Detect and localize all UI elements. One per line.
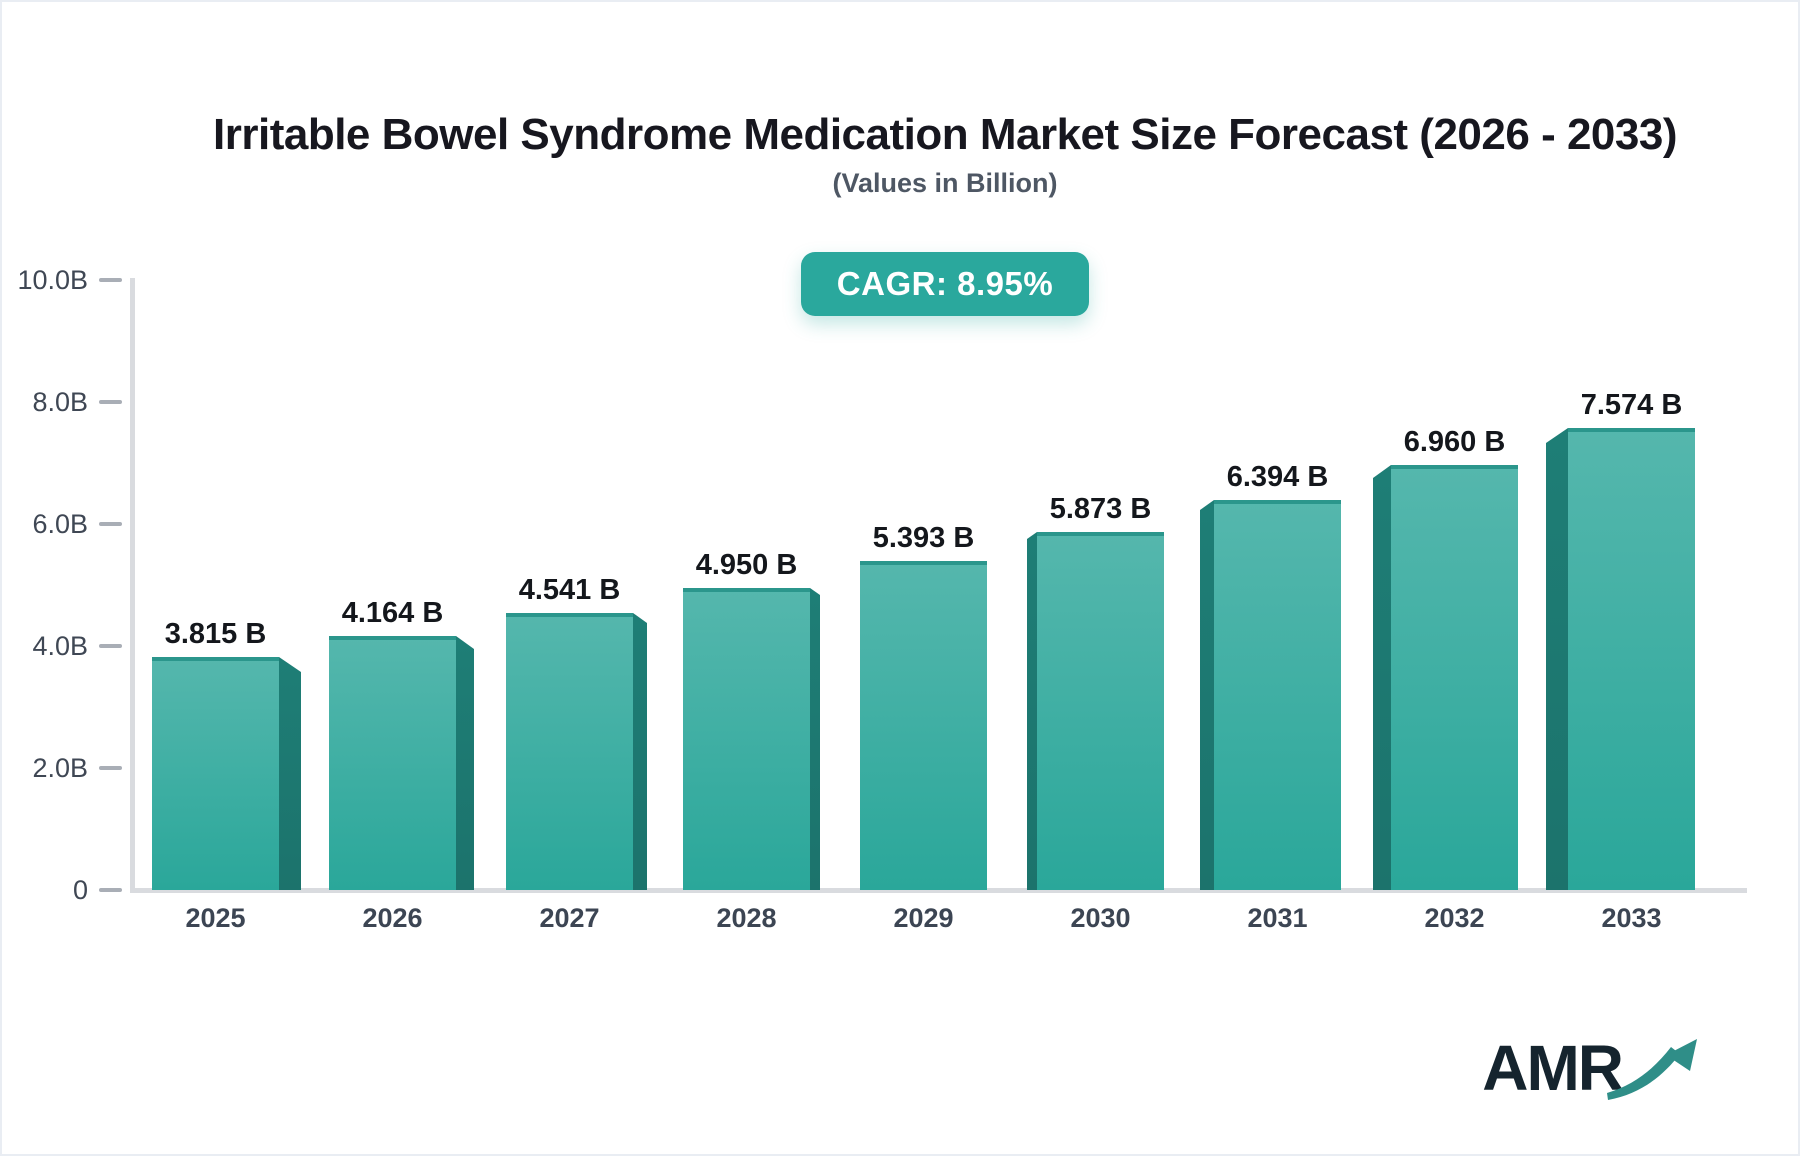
bar-value-label: 3.815 B xyxy=(165,618,267,650)
bar-front-face xyxy=(506,613,633,890)
bar-side-face xyxy=(456,636,474,890)
bar-2027: 4.541 B 2027 xyxy=(506,574,647,933)
y-tick-label: 8.0B xyxy=(32,387,88,417)
y-tick-dash xyxy=(99,644,122,648)
y-tick-label: 0 xyxy=(73,875,88,905)
chart-subtitle: (Values in Billion) xyxy=(832,168,1058,198)
bar-2030: 5.873 B 2030 xyxy=(1027,493,1164,933)
x-axis-year-label: 2032 xyxy=(1424,903,1484,933)
bar-2028: 4.950 B 2028 xyxy=(683,549,820,933)
bar-top-edge xyxy=(860,561,987,565)
logo-arrow-icon xyxy=(1607,1039,1697,1100)
y-tick-dash xyxy=(99,888,122,892)
bar-side-face xyxy=(1546,428,1568,890)
bar-value-label: 4.950 B xyxy=(696,549,798,581)
bar-side-face xyxy=(1027,532,1037,890)
y-tick-dash xyxy=(99,522,122,526)
x-axis-year-label: 2033 xyxy=(1601,903,1661,933)
bar-front-face xyxy=(860,561,987,890)
bar-front-face xyxy=(152,657,279,890)
bar-top-edge xyxy=(1391,465,1518,469)
bar-side-face xyxy=(810,588,820,890)
bar-value-label: 5.873 B xyxy=(1050,493,1152,525)
x-axis-year-label: 2025 xyxy=(185,903,245,933)
y-tick-label: 4.0B xyxy=(32,631,88,661)
x-axis-year-label: 2028 xyxy=(716,903,776,933)
bar-value-label: 6.394 B xyxy=(1227,461,1329,493)
bar-side-face xyxy=(633,613,647,890)
cagr-badge-row: CAGR: 8.95% xyxy=(92,252,1798,316)
x-axis-year-label: 2029 xyxy=(893,903,953,933)
bar-top-edge xyxy=(683,588,810,592)
page-title: Irritable Bowel Syndrome Medication Mark… xyxy=(213,110,1677,159)
bar-value-label: 4.164 B xyxy=(342,597,444,629)
x-axis-year-label: 2027 xyxy=(539,903,599,933)
x-axis-year-label: 2026 xyxy=(362,903,422,933)
bar-front-face xyxy=(1391,465,1518,890)
bar-value-label: 6.960 B xyxy=(1404,426,1506,458)
bar-side-face xyxy=(279,657,301,890)
y-tick-label: 6.0B xyxy=(32,509,88,539)
y-tick-label: 2.0B xyxy=(32,753,88,783)
bar-top-edge xyxy=(152,657,279,661)
brand-logo: AMR xyxy=(1482,1036,1700,1104)
bar-top-edge xyxy=(1037,532,1164,536)
bar-2026: 4.164 B 2026 xyxy=(329,597,474,933)
y-tick-dash xyxy=(99,278,122,282)
bar-top-edge xyxy=(1214,500,1341,504)
bar-front-face xyxy=(1037,532,1164,890)
y-tick-label: 10.0B xyxy=(17,265,88,295)
logo-text: AMR xyxy=(1482,1032,1624,1104)
x-axis-line xyxy=(130,888,1747,893)
x-axis-year-label: 2030 xyxy=(1070,903,1130,933)
bar-side-face xyxy=(1200,500,1214,890)
bar-top-edge xyxy=(1568,428,1695,432)
bar-2029: 5.393 B 2029 xyxy=(860,522,987,933)
bar-top-edge xyxy=(329,636,456,640)
x-axis-year-label: 2031 xyxy=(1247,903,1307,933)
bar-value-label: 7.574 B xyxy=(1581,389,1683,421)
bar-2031: 6.394 B 2031 xyxy=(1200,461,1341,933)
y-tick-dash xyxy=(99,766,122,770)
bar-2025: 3.815 B 2025 xyxy=(152,618,301,933)
cagr-badge: CAGR: 8.95% xyxy=(800,252,1090,316)
bar-side-face xyxy=(1373,465,1391,890)
y-axis-line xyxy=(130,278,135,893)
bar-value-label: 4.541 B xyxy=(519,574,621,606)
bar-2032: 6.960 B 2032 xyxy=(1373,426,1518,933)
bar-2033: 7.574 B 2033 xyxy=(1546,389,1695,933)
bar-front-face xyxy=(1568,428,1695,890)
y-tick-dash xyxy=(99,400,122,404)
bar-top-edge xyxy=(506,613,633,617)
bar-value-label: 5.393 B xyxy=(873,522,975,554)
bar-front-face xyxy=(329,636,456,890)
bar-front-face xyxy=(1214,500,1341,890)
bar-front-face xyxy=(683,588,810,890)
